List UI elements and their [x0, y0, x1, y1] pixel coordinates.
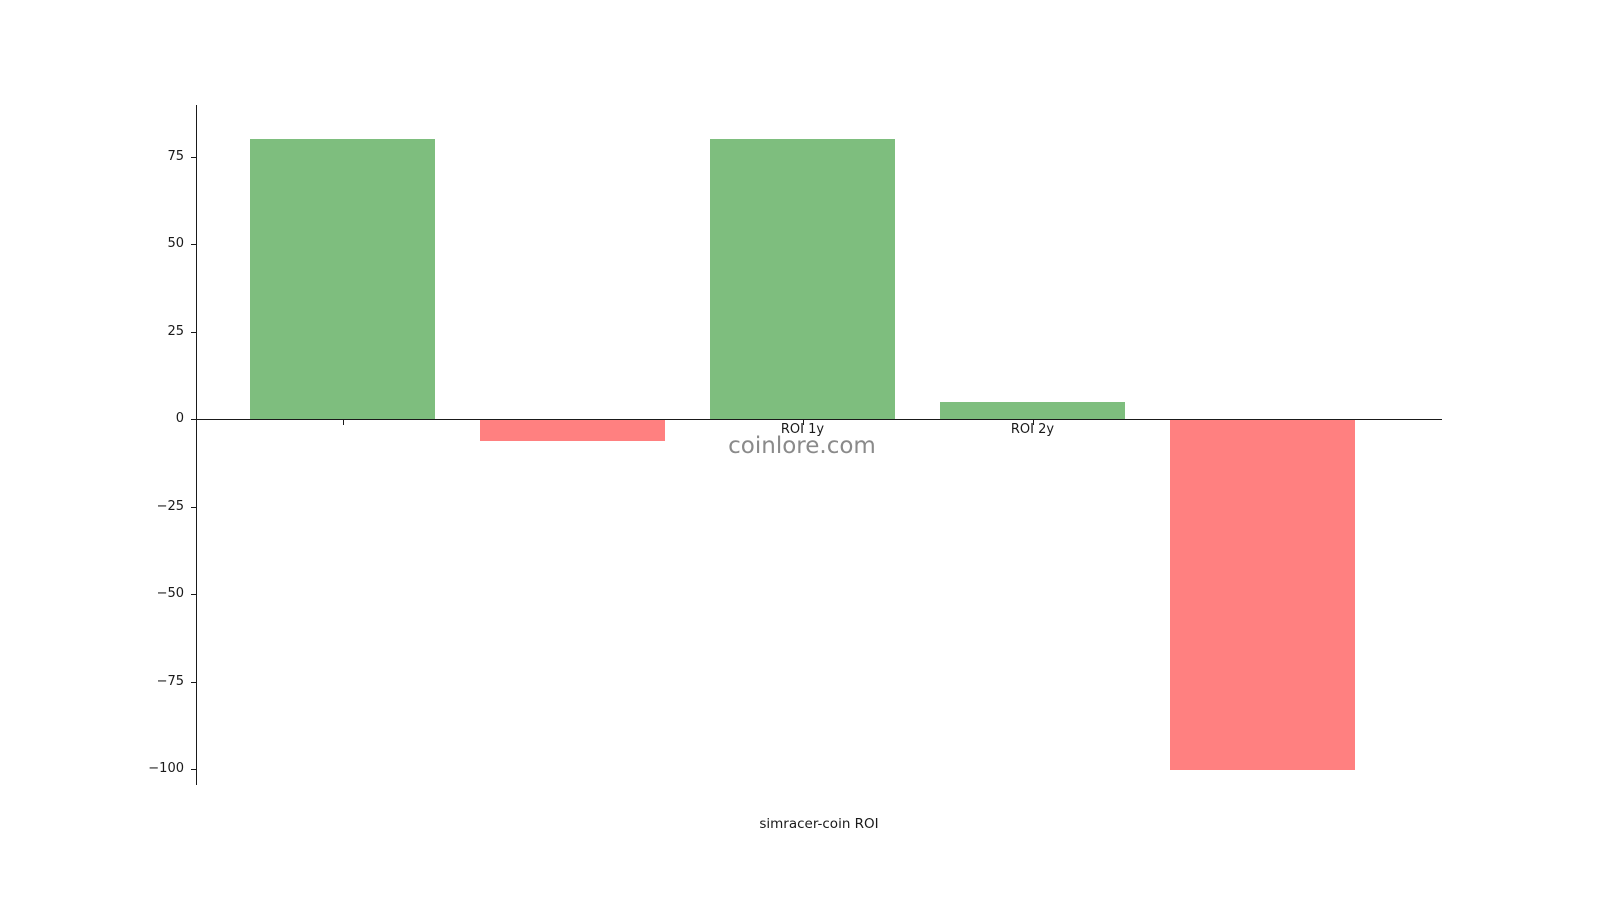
y-tick-mark: [191, 681, 196, 683]
x-tick-mark: [1032, 420, 1034, 425]
y-tick-mark: [191, 769, 196, 770]
y-tick-mark: [191, 244, 196, 245]
y-tick-label: −25: [156, 498, 184, 514]
bar: [710, 139, 895, 419]
bar: [1170, 420, 1355, 770]
y-tick-label: −50: [156, 586, 184, 601]
x-tick-mark: [342, 420, 344, 425]
y-tick-label: 75: [167, 148, 184, 164]
y-tick-mark: [191, 506, 196, 508]
watermark: coinlore.com: [728, 433, 876, 459]
y-axis-spine: [196, 105, 197, 785]
y-tick-mark: [191, 419, 196, 420]
chart-xlabel: simracer-coin ROI: [759, 816, 879, 832]
x-tick-label: ROI 1y: [780, 422, 825, 437]
y-tick-mark: [191, 331, 196, 333]
y-tick-mark: [191, 594, 196, 595]
y-tick-label: 25: [167, 323, 184, 339]
bar: [940, 401, 1125, 419]
y-tick-label: −100: [148, 761, 184, 776]
bar: [480, 420, 665, 441]
y-tick-label: 50: [167, 236, 184, 251]
x-tick-label: ROI 2y: [1010, 422, 1055, 437]
y-tick-label: −75: [156, 673, 184, 689]
y-tick-label: 0: [175, 411, 184, 426]
bar: [250, 139, 435, 419]
x-axis-zero-line: [196, 419, 1442, 420]
y-tick-mark: [191, 156, 196, 158]
x-tick-mark: [802, 420, 804, 425]
